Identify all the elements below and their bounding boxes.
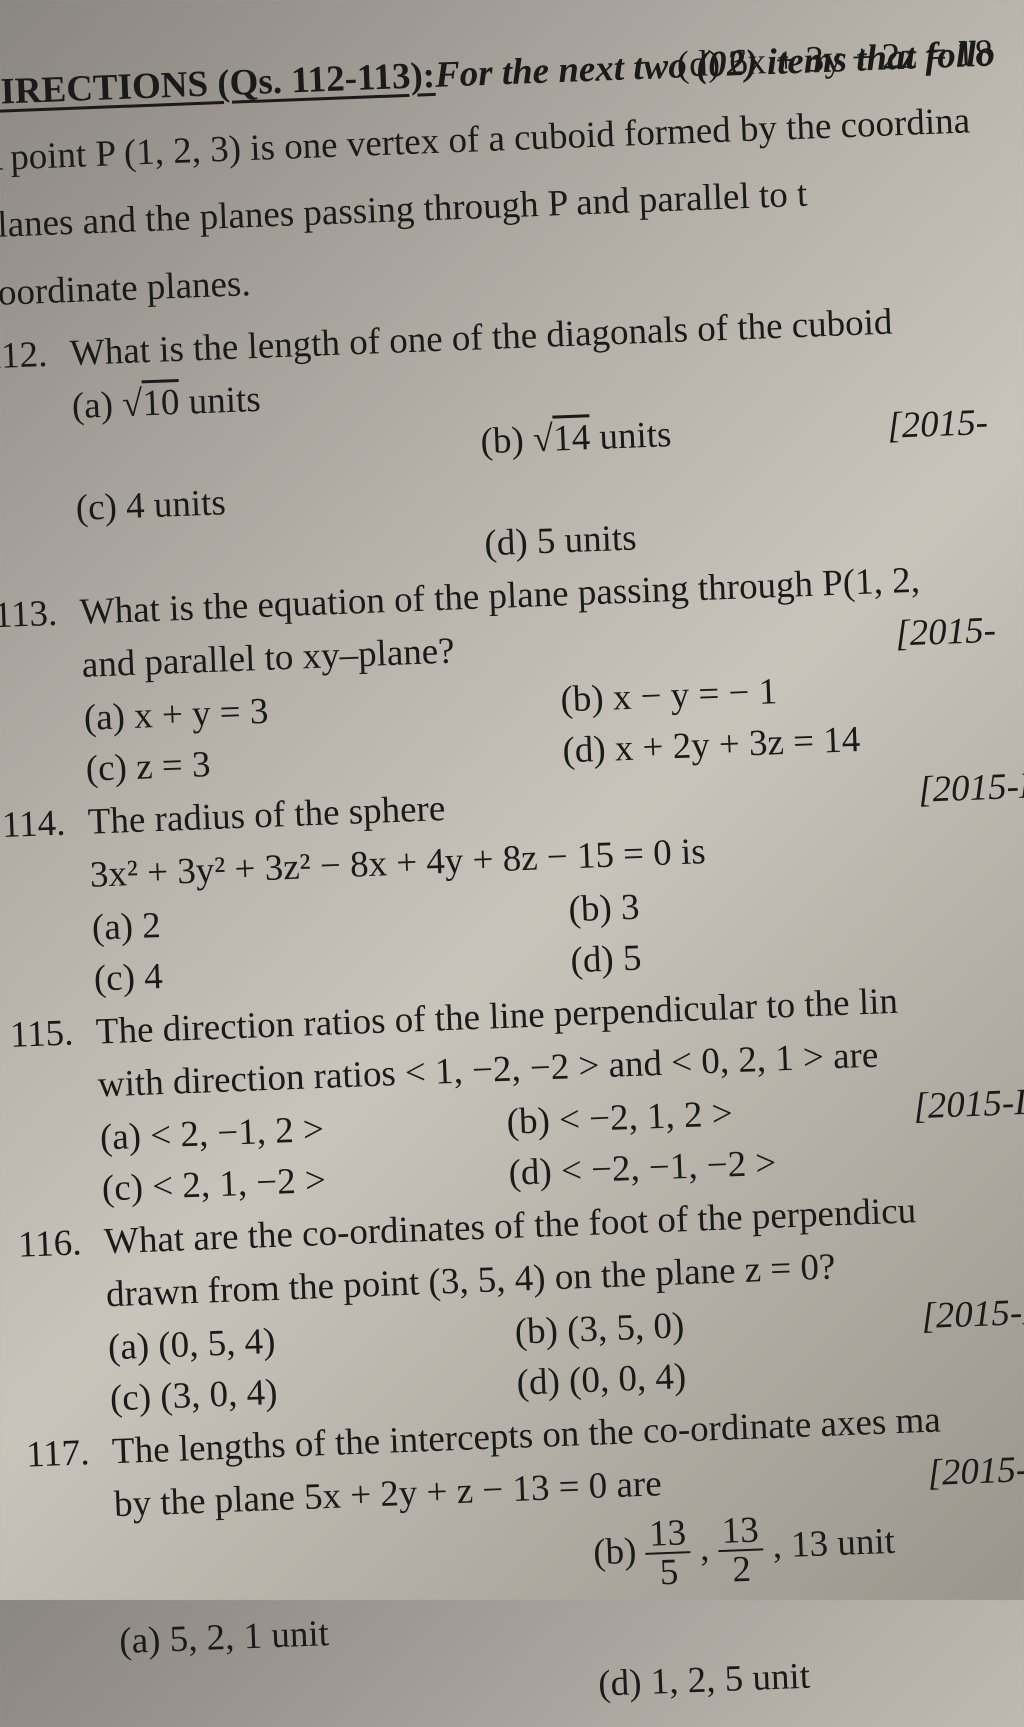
q112-number: 112. (0, 332, 71, 378)
q112-year: [2015- (886, 399, 1024, 448)
q117-number: 117. (25, 1430, 113, 1476)
q115-year: [2015-I (913, 1079, 1024, 1128)
q112-b-rad: 14 (552, 417, 591, 459)
q117-options: (b) 13 5 , 13 2 , 13 unit (a) 5, 2, 1 un… (115, 1499, 1024, 1663)
q116-opt-d: (d) (0, 0, 4) (516, 1346, 918, 1404)
q112-b-label: (b) (480, 419, 534, 462)
q114-opt-a: (a) 2 (91, 888, 563, 949)
directions-heading: DIRECTIONS (Qs. 112-113): (0, 49, 436, 120)
q117-b-f2-num: 13 (717, 1511, 763, 1552)
q112-opt-a: (a) √10 units (71, 369, 473, 427)
q112-options: (a) √10 units (b) √14 units [2015- (c) 4… (71, 348, 1024, 581)
q117-opt-a: (a) 5, 2, 1 unit (119, 1602, 591, 1663)
q112-a-post: units (188, 378, 261, 422)
q113-opt-d: (d) x + 2y + 3z = 14 (562, 711, 1024, 772)
q114-opt-b: (b) 3 (568, 870, 1024, 931)
q115-opt-a: (a) < 2, −1, 2 > (99, 1101, 501, 1159)
q113-number: 113. (0, 590, 81, 636)
q117-b-post: , 13 unit (772, 1520, 896, 1566)
q112-b-post: units (599, 414, 672, 458)
q115-opt-d: (d) < −2, −1, −2 > (508, 1136, 910, 1194)
q117-b-frac1: 13 5 (644, 1514, 692, 1592)
q113-year: [2015- (894, 606, 1024, 655)
q114-opt-d: (d) 5 (570, 921, 1024, 982)
q115-opt-c: (c) < 2, 1, −2 > (101, 1152, 503, 1210)
q115-number: 115. (9, 1010, 97, 1056)
q117-b-f1-den: 5 (646, 1553, 692, 1592)
q116-number: 116. (17, 1220, 105, 1266)
q112-opt-c: (c) 4 units (75, 471, 477, 529)
q114-number: 114. (1, 800, 89, 846)
q116-opt-c: (c) (3, 0, 4) (109, 1362, 511, 1420)
q113-opt-b: (b) x − y = − 1 (560, 660, 1024, 721)
q114-opt-c: (c) 4 (93, 939, 565, 1000)
q117-b-sep1: , (699, 1527, 719, 1569)
q116-opt-a: (a) (0, 5, 4) (107, 1311, 509, 1369)
q112-a-label: (a) (71, 384, 123, 427)
q112-a-sqrt: √ (121, 383, 143, 425)
q114-text: The radius of the sphere (87, 787, 446, 844)
q117-opt-d-partial: (d) 1, 2, 5 unit (598, 1644, 1024, 1705)
q117-b-pre: (b) (593, 1530, 647, 1573)
q112-opt-d: (d) 5 units (484, 507, 886, 565)
q117-b-f1-num: 13 (644, 1514, 690, 1555)
q116-opt-b: (b) (3, 5, 0) (514, 1295, 916, 1353)
q113-opt-a: (a) x + y = 3 (83, 678, 555, 739)
q117-b-f2-den: 2 (719, 1550, 765, 1589)
q112-opt-b: (b) √14 units (480, 405, 882, 463)
q114-year: [2015-I (917, 763, 1024, 811)
q117-b-frac2: 13 2 (717, 1511, 765, 1589)
q116-year: [2015-I (921, 1289, 1024, 1338)
q112-b-sqrt: √ (532, 418, 554, 460)
q117-year: [2015-I (927, 1446, 1024, 1495)
q113-opt-c: (c) z = 3 (85, 729, 557, 790)
q115-opt-b: (b) < −2, 1, 2 > (506, 1085, 908, 1143)
q112-a-rad: 10 (142, 382, 181, 424)
q117-opt-b: (b) 13 5 , 13 2 , 13 unit (592, 1499, 1024, 1593)
